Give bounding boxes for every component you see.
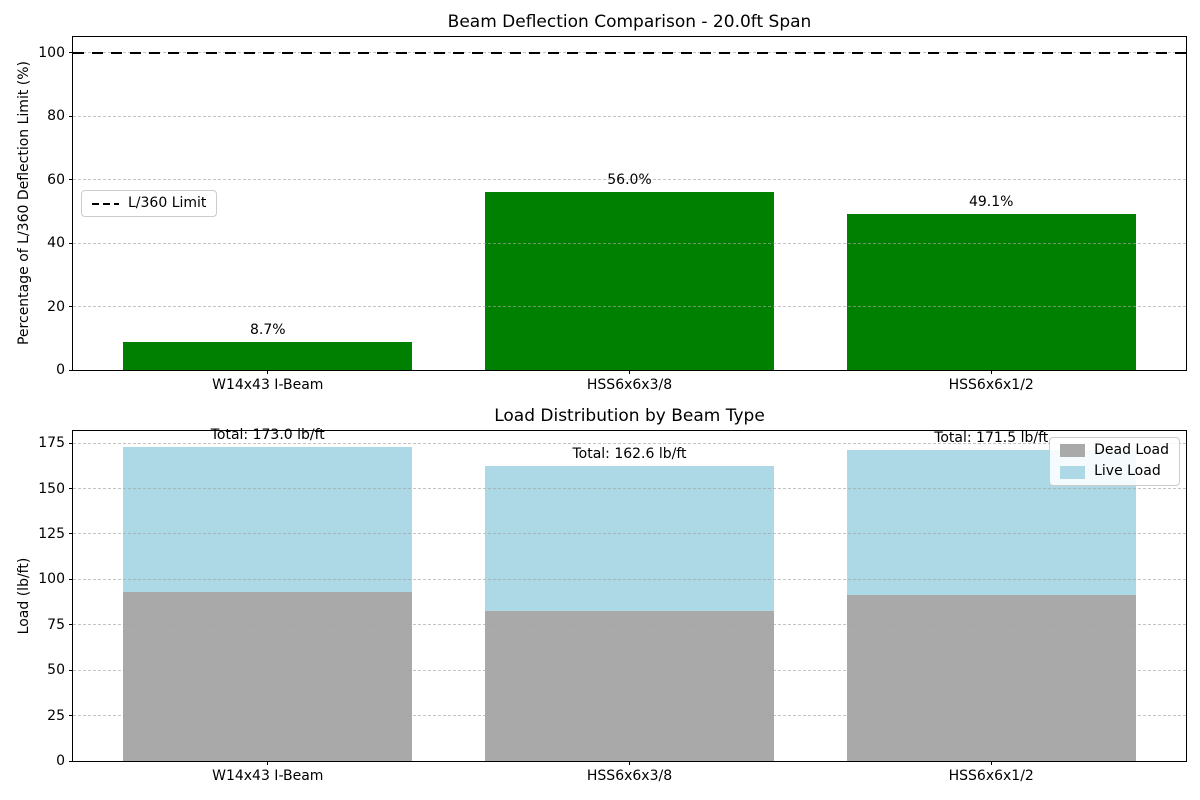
y-tick xyxy=(69,369,73,371)
y-tick-label: 20 xyxy=(47,298,65,315)
legend-label-l360-limit: L/360 Limit xyxy=(128,195,207,211)
y-tick xyxy=(69,715,73,717)
y-tick xyxy=(69,488,73,490)
x-tick-label: HSS6x6x3/8 xyxy=(586,768,673,784)
y-tick-label: 100 xyxy=(38,44,65,61)
y-tick xyxy=(69,115,73,117)
live-load-swatch xyxy=(1060,465,1086,479)
y-tick xyxy=(69,624,73,626)
x-tick-label: HSS6x6x3/8 xyxy=(586,377,673,393)
deflection-chart: L/360 Limit 0 20 40 60 80 100 W14x43 I-Beam HSS… xyxy=(38,36,1187,393)
dashed-line-icon xyxy=(92,202,119,205)
y-tick-label: 0 xyxy=(56,362,65,378)
y-tick-label: 60 xyxy=(47,171,65,188)
y-tick xyxy=(69,533,73,535)
y-tick xyxy=(69,179,73,181)
bar-value-label: 49.1% xyxy=(968,194,1014,211)
x-tick xyxy=(990,761,992,765)
deflection-y-axis-label: Percentage of L/360 Deflection Limit (%) xyxy=(16,60,32,346)
deflection-legend: L/360 Limit xyxy=(81,190,218,218)
deflection-bar xyxy=(123,342,413,370)
gridline-125 xyxy=(73,533,1186,535)
load-y-axis-label: Load (lb/ft) xyxy=(16,557,32,635)
gridline-20 xyxy=(73,306,1186,308)
x-tick-label: HSS6x6x1/2 xyxy=(948,377,1034,393)
gridline-75 xyxy=(73,624,1186,626)
deflection-bar xyxy=(484,192,775,370)
y-tick-label: 175 xyxy=(38,435,65,452)
gridline-50 xyxy=(73,669,1186,671)
load-legend: Dead Load Live Load xyxy=(1049,437,1180,486)
total-label: Total: 162.6 lb/ft xyxy=(572,445,687,462)
y-tick-label: 80 xyxy=(47,108,65,125)
y-tick-label: 25 xyxy=(47,707,65,724)
x-tick-label: W14x43 I-Beam xyxy=(212,768,324,784)
bar-value-label: 8.7% xyxy=(249,322,286,339)
total-label: Total: 171.5 lb/ft xyxy=(934,429,1049,446)
y-tick-label: 0 xyxy=(56,753,65,769)
legend-label-dead-load: Dead Load xyxy=(1094,442,1169,458)
y-tick-label: 75 xyxy=(47,616,65,633)
gridline-175 xyxy=(73,442,1186,444)
y-tick xyxy=(69,242,73,244)
bar-live-load xyxy=(123,446,413,593)
gridline-100 xyxy=(73,578,1186,580)
x-tick xyxy=(990,370,992,374)
y-tick xyxy=(69,760,73,762)
gridline-60 xyxy=(73,179,1186,181)
deflection-chart-title: Beam Deflection Comparison - 20.0ft Span xyxy=(447,12,812,32)
y-tick-label: 125 xyxy=(38,525,65,542)
x-tick xyxy=(267,370,269,374)
total-label: Total: 173.0 lb/ft xyxy=(210,426,325,443)
bar-live-load xyxy=(484,465,775,611)
x-tick-label: HSS6x6x1/2 xyxy=(948,768,1034,784)
bar-dead-load xyxy=(484,610,775,761)
y-tick-label: 40 xyxy=(47,235,65,252)
bar-dead-load xyxy=(846,594,1136,761)
y-tick xyxy=(69,578,73,580)
bar-dead-load xyxy=(123,592,413,761)
legend-row-live-load: Live Load xyxy=(1060,463,1169,480)
x-tick xyxy=(629,761,630,765)
x-tick xyxy=(267,761,269,765)
y-tick-label: 150 xyxy=(38,480,65,497)
gridline-150 xyxy=(73,488,1186,490)
gridline-40 xyxy=(73,242,1186,244)
x-tick-label: W14x43 I-Beam xyxy=(212,377,324,393)
load-chart-title: Load Distribution by Beam Type xyxy=(494,406,765,426)
gridline-25 xyxy=(73,715,1186,717)
reference-line xyxy=(73,51,1186,54)
x-tick xyxy=(629,370,630,374)
y-tick-label: 100 xyxy=(38,571,65,588)
y-tick-label: 50 xyxy=(47,662,65,679)
deflection-bar xyxy=(846,214,1136,370)
dead-load-swatch xyxy=(1060,444,1086,458)
y-tick xyxy=(69,669,73,671)
legend-label-live-load: Live Load xyxy=(1094,463,1161,480)
gridline-80 xyxy=(73,115,1186,117)
y-tick xyxy=(69,52,73,54)
bar-value-label: 56.0% xyxy=(607,172,652,189)
legend-row-dead-load: Dead Load xyxy=(1060,442,1169,458)
y-tick xyxy=(69,442,73,444)
y-tick xyxy=(69,306,73,308)
load-chart: Dead Load Live Load 0 25 50 75 100 125 150 175 W… xyxy=(38,426,1187,784)
